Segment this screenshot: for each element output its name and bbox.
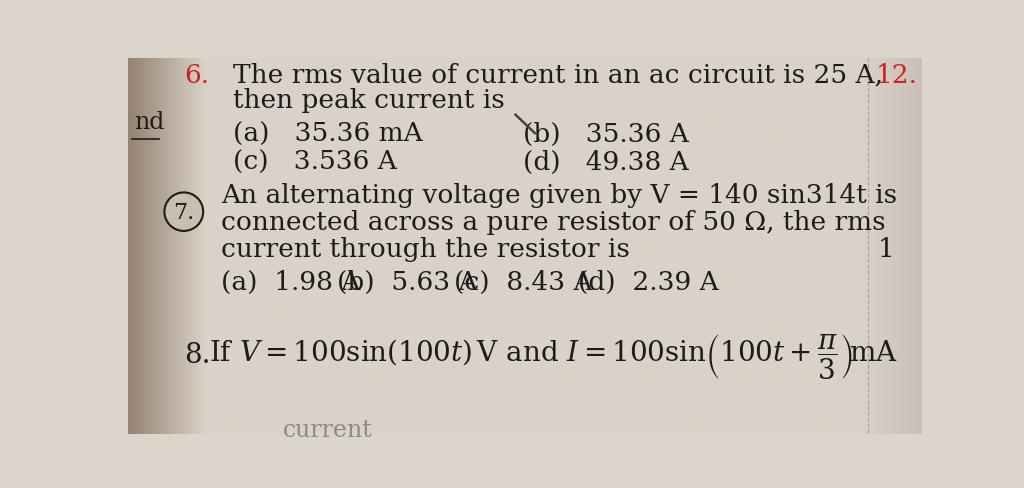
- Text: (d)  2.39 A: (d) 2.39 A: [578, 269, 718, 294]
- Text: If $V=100\sin(100t)\,\mathrm{V}$ and $I=100\sin\!\left(100t+\dfrac{\pi}{3}\right: If $V=100\sin(100t)\,\mathrm{V}$ and $I=…: [209, 331, 898, 380]
- Text: (a)  1.98 A: (a) 1.98 A: [221, 269, 360, 294]
- Text: The rms value of current in an ac circuit is 25 A,: The rms value of current in an ac circui…: [232, 62, 883, 87]
- Text: (d)   49.38 A: (d) 49.38 A: [523, 149, 689, 174]
- Text: current through the resistor is: current through the resistor is: [221, 237, 630, 262]
- Text: nd: nd: [134, 111, 165, 134]
- Text: connected across a pure resistor of 50 Ω, the rms: connected across a pure resistor of 50 Ω…: [221, 210, 886, 235]
- Text: 8.: 8.: [183, 341, 210, 368]
- Text: 7.: 7.: [173, 201, 195, 223]
- Text: (c)   3.536 A: (c) 3.536 A: [232, 149, 396, 174]
- Text: (b)   35.36 A: (b) 35.36 A: [523, 122, 689, 146]
- Text: (a)   35.36 mA: (a) 35.36 mA: [232, 122, 422, 146]
- Text: then peak current is: then peak current is: [232, 88, 505, 113]
- Text: 12.: 12.: [876, 62, 918, 87]
- Text: (c)  8.43 A: (c) 8.43 A: [454, 269, 592, 294]
- Text: An alternating voltage given by V = 140 sin314t is: An alternating voltage given by V = 140 …: [221, 183, 897, 208]
- Text: current: current: [283, 418, 373, 441]
- Text: (b)  5.63 A: (b) 5.63 A: [337, 269, 478, 294]
- Circle shape: [165, 193, 203, 231]
- Text: 1: 1: [879, 237, 895, 262]
- Text: 6.: 6.: [183, 62, 209, 87]
